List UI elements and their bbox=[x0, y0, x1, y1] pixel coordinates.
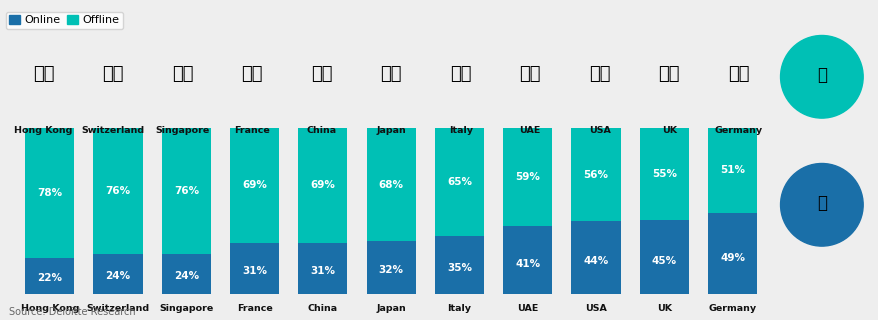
Text: Japan: Japan bbox=[376, 304, 406, 313]
Bar bbox=[25, 128, 75, 258]
Text: Singapore: Singapore bbox=[155, 126, 210, 135]
Bar bbox=[366, 128, 415, 241]
Text: France: France bbox=[234, 126, 270, 135]
Text: 🇫🇷: 🇫🇷 bbox=[241, 65, 263, 83]
Circle shape bbox=[780, 36, 862, 118]
Text: UAE: UAE bbox=[516, 304, 538, 313]
Text: 🇩🇪: 🇩🇪 bbox=[727, 65, 749, 83]
Text: 🇸🇬: 🇸🇬 bbox=[171, 65, 193, 83]
Bar bbox=[707, 213, 756, 294]
Text: 🇯🇵: 🇯🇵 bbox=[380, 65, 401, 83]
Text: 76%: 76% bbox=[174, 186, 198, 196]
Circle shape bbox=[780, 164, 862, 246]
Text: 🇬🇧: 🇬🇧 bbox=[658, 65, 680, 83]
Text: 69%: 69% bbox=[241, 180, 267, 190]
Text: 55%: 55% bbox=[651, 169, 676, 179]
Bar bbox=[93, 128, 142, 254]
Text: 65%: 65% bbox=[446, 177, 471, 187]
Text: USA: USA bbox=[588, 126, 610, 135]
Bar bbox=[435, 236, 484, 294]
Text: USA: USA bbox=[585, 304, 606, 313]
Text: 68%: 68% bbox=[378, 180, 403, 189]
Text: 32%: 32% bbox=[378, 265, 403, 276]
Text: 24%: 24% bbox=[174, 271, 198, 281]
Bar bbox=[162, 128, 211, 254]
Text: Source: Deloitte Research: Source: Deloitte Research bbox=[9, 307, 135, 317]
Text: 51%: 51% bbox=[719, 165, 745, 175]
Text: 59%: 59% bbox=[515, 172, 540, 182]
Bar bbox=[639, 220, 688, 294]
Text: 22%: 22% bbox=[37, 273, 62, 283]
Text: 24%: 24% bbox=[105, 271, 131, 281]
Text: 31%: 31% bbox=[310, 266, 335, 276]
Text: 56%: 56% bbox=[583, 170, 608, 180]
Text: 🇦🇪: 🇦🇪 bbox=[519, 65, 540, 83]
Bar bbox=[230, 243, 279, 294]
Bar bbox=[298, 243, 347, 294]
Bar bbox=[502, 128, 551, 226]
Bar bbox=[162, 254, 211, 294]
Text: Switzerland: Switzerland bbox=[82, 126, 145, 135]
Text: 🇨🇳: 🇨🇳 bbox=[311, 65, 332, 83]
Bar bbox=[25, 258, 75, 294]
Text: Hong Kong: Hong Kong bbox=[20, 304, 79, 313]
Text: France: France bbox=[236, 304, 272, 313]
Bar bbox=[230, 128, 279, 243]
Bar bbox=[435, 128, 484, 236]
Text: 🇨🇭: 🇨🇭 bbox=[102, 65, 124, 83]
Text: China: China bbox=[307, 304, 337, 313]
Text: Switzerland: Switzerland bbox=[86, 304, 149, 313]
Legend: Online, Offline: Online, Offline bbox=[5, 12, 123, 29]
Text: Singapore: Singapore bbox=[159, 304, 213, 313]
Text: Italy: Italy bbox=[447, 304, 471, 313]
Text: 45%: 45% bbox=[651, 256, 676, 266]
Text: 69%: 69% bbox=[310, 180, 335, 190]
Text: 31%: 31% bbox=[241, 266, 267, 276]
Bar bbox=[639, 128, 688, 220]
Bar bbox=[502, 226, 551, 294]
Text: 41%: 41% bbox=[515, 259, 540, 269]
Bar bbox=[93, 254, 142, 294]
Text: 🇺🇸: 🇺🇸 bbox=[588, 65, 610, 83]
Text: UK: UK bbox=[656, 304, 671, 313]
Text: Germany: Germany bbox=[714, 126, 762, 135]
Text: Germany: Germany bbox=[708, 304, 756, 313]
Text: 35%: 35% bbox=[446, 263, 471, 273]
Text: 🇮🇹: 🇮🇹 bbox=[450, 65, 471, 83]
Text: 🇭🇰: 🇭🇰 bbox=[32, 65, 54, 83]
Bar bbox=[571, 128, 620, 221]
Text: Italy: Italy bbox=[448, 126, 472, 135]
Text: China: China bbox=[306, 126, 336, 135]
Text: 76%: 76% bbox=[105, 186, 131, 196]
Text: UK: UK bbox=[661, 126, 676, 135]
Text: Hong Kong: Hong Kong bbox=[14, 126, 73, 135]
Text: UAE: UAE bbox=[519, 126, 540, 135]
Bar bbox=[707, 128, 756, 213]
Text: Japan: Japan bbox=[376, 126, 406, 135]
Bar bbox=[366, 241, 415, 294]
Text: 📱: 📱 bbox=[816, 194, 826, 212]
Text: 🛒: 🛒 bbox=[816, 66, 826, 84]
Bar bbox=[298, 128, 347, 243]
Bar bbox=[571, 221, 620, 294]
Text: 49%: 49% bbox=[719, 253, 745, 263]
Text: 78%: 78% bbox=[37, 188, 62, 198]
Text: 44%: 44% bbox=[583, 256, 608, 267]
